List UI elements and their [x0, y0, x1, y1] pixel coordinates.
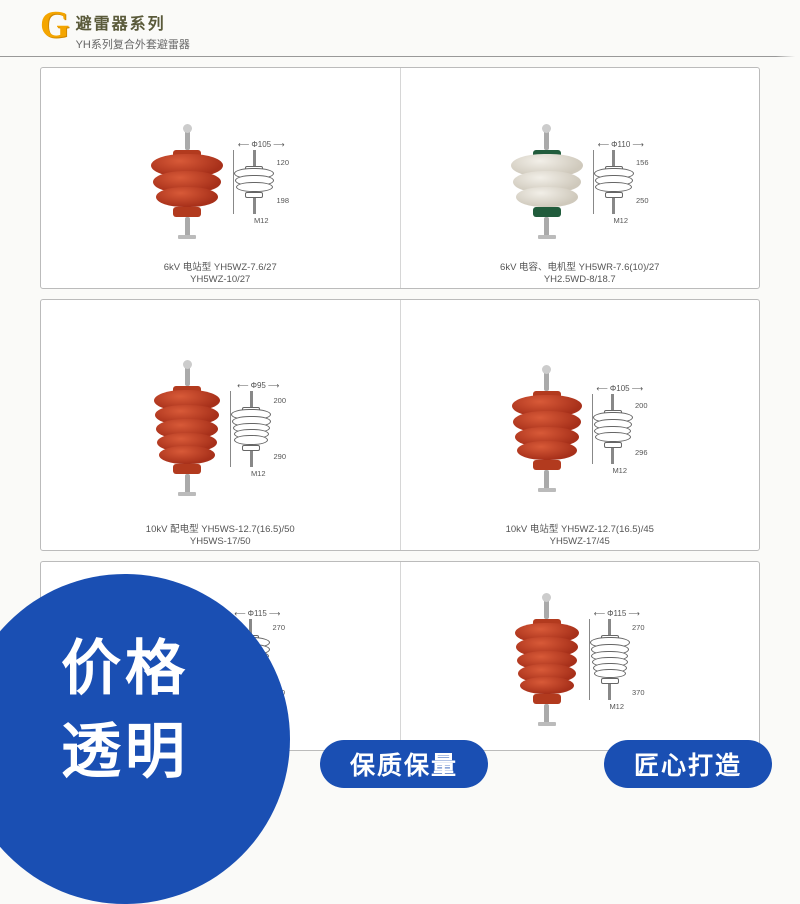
shed-stack — [154, 396, 220, 464]
side-dim-2: 290 — [273, 452, 286, 461]
bottom-cap — [173, 694, 201, 704]
side-dim-2: 296 — [635, 448, 648, 457]
bolt-spec: M12 — [612, 466, 627, 475]
side-dim-2: 198 — [276, 196, 289, 205]
dimension-diagram: ⟵Φ115⟶ 270 370 M12 — [589, 609, 645, 711]
shed-stack — [515, 629, 579, 694]
model-caption: 10kV 配电型 YH5WS-12.7(16.5)/50YH5WS-17/50 — [146, 524, 295, 548]
shed-stack — [511, 160, 583, 207]
side-dim-1: 270 — [272, 623, 285, 632]
arrester-photo — [512, 367, 582, 492]
bottom-cap — [173, 207, 201, 217]
catalog-cell: ⟵Φ115⟶ 270 370 M12 — [400, 562, 760, 751]
bolt-spec: M12 — [251, 469, 266, 478]
side-dim-2: 370 — [272, 688, 285, 697]
catalog-cell: ⟵Φ95⟶ 200 290 M12 10kV 配电型 YH5WS-12. — [41, 300, 400, 551]
side-dim-1: 270 — [632, 623, 645, 632]
arrester-photo — [511, 126, 583, 239]
bottom-cap — [533, 694, 561, 704]
bolt-spec: M12 — [609, 702, 624, 711]
dimension-diagram: ⟵Φ110⟶ 156 250 M12 — [593, 140, 649, 225]
bottom-terminal — [544, 704, 549, 726]
bottom-cap — [533, 460, 561, 470]
top-terminal — [544, 367, 549, 391]
catalog-header: G 避雷器系列 YH系列复合外套避雷器 — [0, 0, 800, 57]
right-fade — [776, 0, 800, 800]
bolt-spec: M12 — [613, 216, 628, 225]
side-dim-1: 200 — [635, 401, 648, 410]
top-terminal — [544, 126, 549, 150]
top-dimension: ⟵Φ95⟶ — [237, 381, 279, 390]
catalog-row: ⟵Φ105⟶ 120 198 M12 6kV 电站型 YH5WZ-7. — [40, 67, 760, 289]
bottom-terminal — [185, 704, 190, 726]
bottom-cap — [173, 464, 201, 474]
side-dim-1: 120 — [276, 158, 289, 167]
model-caption: 6kV 电站型 YH5WZ-7.6/27YH5WZ-10/27 — [164, 262, 277, 286]
logo-letter: G — [40, 8, 70, 42]
dimension-diagram: ⟵Φ115⟶ 270 370 M12 — [229, 609, 285, 711]
catalog-cell: ⟵Φ110⟶ 156 250 M12 6kV 电容、电机型 YH5WR — [400, 68, 760, 289]
shed-stack — [512, 401, 582, 460]
side-dim-1: 200 — [273, 396, 286, 405]
bolt-spec: M12 — [254, 216, 269, 225]
side-dim-2: 370 — [632, 688, 645, 697]
catalog-row: ⟵Φ95⟶ 200 290 M12 10kV 配电型 YH5WS-12. — [40, 299, 760, 551]
catalog-cell: ⟵Φ105⟶ 200 296 M12 10kV 电站型 YH5WZ-12 — [400, 300, 760, 551]
shed-stack — [151, 160, 223, 207]
top-dimension: ⟵Φ110⟶ — [598, 140, 644, 149]
model-caption: 10kV 电站型 YH5WZ-12.7(16.5)/45YH5WZ-17/45 — [506, 524, 654, 548]
series-subtitle: YH系列复合外套避雷器 — [76, 36, 190, 52]
bolt-spec: M12 — [250, 702, 265, 711]
top-dimension: ⟵Φ115⟶ — [594, 609, 640, 618]
bottom-terminal — [544, 217, 549, 239]
arrester-photo — [515, 595, 579, 726]
top-terminal — [185, 595, 190, 619]
dimension-diagram: ⟵Φ105⟶ 120 198 M12 — [233, 140, 289, 225]
top-terminal — [185, 126, 190, 150]
top-dimension: ⟵Φ105⟶ — [596, 384, 643, 393]
arrester-photo — [155, 595, 219, 726]
catalog-cell: ⟵Φ105⟶ 120 198 M12 6kV 电站型 YH5WZ-7. — [41, 68, 400, 289]
bottom-terminal — [185, 217, 190, 239]
side-dim-1: 156 — [636, 158, 649, 167]
dimension-diagram: ⟵Φ95⟶ 200 290 M12 — [230, 381, 286, 478]
arrester-photo — [154, 362, 220, 496]
dimension-diagram: ⟵Φ105⟶ 200 296 M12 — [592, 384, 648, 475]
series-title: 避雷器系列 — [76, 10, 190, 34]
catalog-row: ⟵Φ115⟶ 270 370 M12 — [40, 561, 760, 751]
shed-stack — [155, 629, 219, 694]
bottom-terminal — [185, 474, 190, 496]
arrester-photo — [151, 126, 223, 239]
bottom-terminal — [544, 470, 549, 492]
side-dim-2: 250 — [636, 196, 649, 205]
catalog-cell: ⟵Φ115⟶ 270 370 M12 — [41, 562, 400, 751]
title-block: 避雷器系列 YH系列复合外套避雷器 — [76, 8, 190, 52]
bottom-cap — [533, 207, 561, 217]
top-dimension: ⟵Φ105⟶ — [238, 140, 285, 149]
model-caption: 6kV 电容、电机型 YH5WR-7.6(10)/27YH2.5WD-8/18.… — [500, 262, 659, 286]
top-terminal — [185, 362, 190, 386]
top-terminal — [544, 595, 549, 619]
top-dimension: ⟵Φ115⟶ — [234, 609, 280, 618]
